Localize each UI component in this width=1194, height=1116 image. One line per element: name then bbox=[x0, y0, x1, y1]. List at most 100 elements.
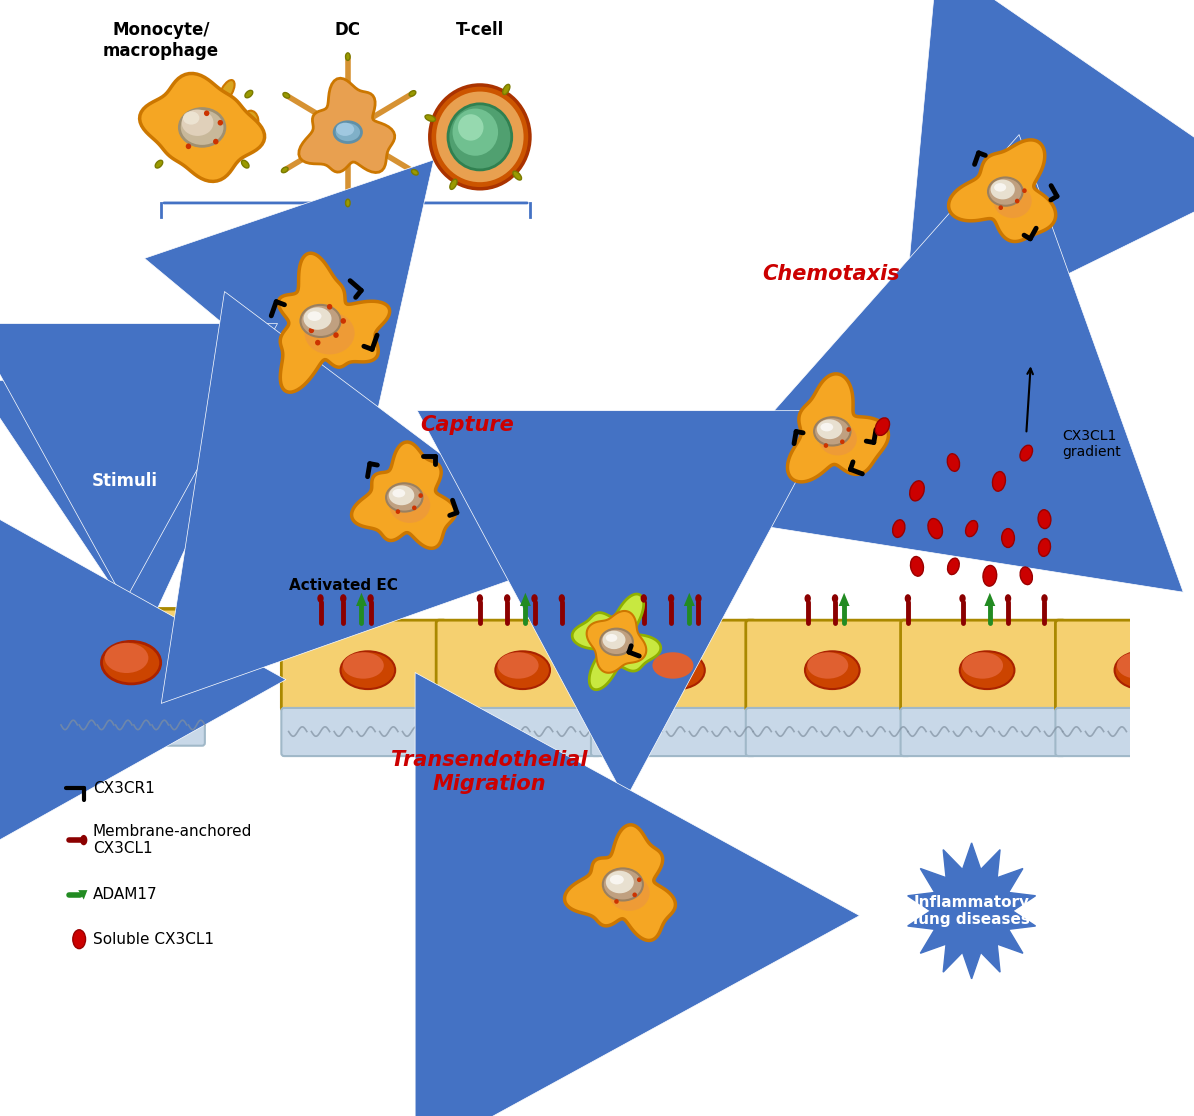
Ellipse shape bbox=[393, 489, 405, 498]
FancyBboxPatch shape bbox=[56, 609, 207, 708]
Ellipse shape bbox=[641, 594, 647, 603]
Circle shape bbox=[847, 427, 851, 432]
Ellipse shape bbox=[389, 487, 430, 523]
Ellipse shape bbox=[183, 112, 199, 125]
FancyBboxPatch shape bbox=[1055, 708, 1194, 756]
Ellipse shape bbox=[340, 652, 395, 689]
Ellipse shape bbox=[991, 180, 1015, 200]
Ellipse shape bbox=[605, 870, 634, 893]
Ellipse shape bbox=[601, 628, 633, 655]
Text: Capture: Capture bbox=[420, 415, 515, 435]
FancyBboxPatch shape bbox=[59, 704, 205, 745]
Ellipse shape bbox=[820, 423, 833, 432]
Ellipse shape bbox=[814, 417, 850, 445]
Circle shape bbox=[327, 304, 332, 309]
Circle shape bbox=[841, 440, 844, 444]
Ellipse shape bbox=[336, 123, 355, 136]
Polygon shape bbox=[984, 593, 996, 606]
Ellipse shape bbox=[605, 634, 617, 642]
Ellipse shape bbox=[1038, 510, 1051, 529]
Ellipse shape bbox=[345, 52, 350, 60]
FancyBboxPatch shape bbox=[900, 620, 1065, 711]
Ellipse shape bbox=[179, 108, 224, 146]
Ellipse shape bbox=[146, 106, 164, 121]
Circle shape bbox=[614, 899, 618, 904]
Ellipse shape bbox=[1020, 445, 1033, 461]
FancyBboxPatch shape bbox=[282, 620, 447, 711]
Ellipse shape bbox=[181, 109, 214, 136]
Ellipse shape bbox=[282, 167, 288, 173]
Ellipse shape bbox=[960, 652, 1015, 689]
Ellipse shape bbox=[73, 930, 86, 949]
Circle shape bbox=[829, 423, 832, 427]
Ellipse shape bbox=[340, 594, 346, 603]
Circle shape bbox=[453, 108, 498, 156]
Circle shape bbox=[618, 874, 623, 878]
Ellipse shape bbox=[959, 594, 966, 603]
Circle shape bbox=[395, 509, 400, 514]
Ellipse shape bbox=[807, 652, 848, 679]
Ellipse shape bbox=[559, 594, 565, 603]
Circle shape bbox=[309, 327, 314, 334]
Ellipse shape bbox=[1020, 567, 1033, 585]
Ellipse shape bbox=[245, 90, 253, 98]
Polygon shape bbox=[79, 891, 87, 899]
Ellipse shape bbox=[905, 594, 911, 603]
Text: Stimuli: Stimuli bbox=[92, 472, 158, 490]
Ellipse shape bbox=[503, 85, 510, 95]
Ellipse shape bbox=[80, 835, 87, 845]
Ellipse shape bbox=[805, 652, 860, 689]
Text: T-cell: T-cell bbox=[456, 21, 504, 39]
Polygon shape bbox=[356, 593, 367, 606]
Ellipse shape bbox=[496, 652, 550, 689]
Circle shape bbox=[998, 205, 1003, 210]
FancyBboxPatch shape bbox=[591, 620, 756, 711]
Circle shape bbox=[448, 104, 512, 170]
Ellipse shape bbox=[987, 177, 1022, 205]
Text: CX3CR1+
mononuclear
leukocyte: CX3CR1+ mononuclear leukocyte bbox=[239, 246, 350, 296]
Ellipse shape bbox=[241, 161, 250, 169]
Circle shape bbox=[340, 318, 346, 324]
Ellipse shape bbox=[962, 652, 1003, 679]
Ellipse shape bbox=[652, 652, 694, 679]
Circle shape bbox=[412, 506, 417, 510]
Circle shape bbox=[436, 92, 524, 182]
Ellipse shape bbox=[386, 483, 423, 511]
Polygon shape bbox=[907, 843, 1035, 979]
Circle shape bbox=[213, 138, 219, 144]
FancyBboxPatch shape bbox=[436, 708, 601, 756]
Ellipse shape bbox=[245, 110, 258, 129]
Ellipse shape bbox=[301, 305, 340, 337]
Ellipse shape bbox=[1041, 594, 1047, 603]
Ellipse shape bbox=[304, 312, 355, 355]
Text: Inflammatory
lung diseases: Inflammatory lung diseases bbox=[913, 895, 1030, 927]
Ellipse shape bbox=[308, 311, 321, 321]
Circle shape bbox=[400, 489, 405, 493]
Text: Membrane-anchored
CX3CL1: Membrane-anchored CX3CL1 bbox=[93, 824, 252, 856]
Text: CX3CL1
gradient: CX3CL1 gradient bbox=[1063, 429, 1121, 459]
Ellipse shape bbox=[817, 420, 842, 440]
Text: CX3CR1: CX3CR1 bbox=[93, 781, 154, 796]
Text: Transendothelial
Migration: Transendothelial Migration bbox=[390, 750, 587, 793]
Text: ADAM17: ADAM17 bbox=[93, 887, 158, 903]
Ellipse shape bbox=[389, 485, 414, 506]
Ellipse shape bbox=[1002, 529, 1015, 548]
Ellipse shape bbox=[911, 557, 923, 576]
Ellipse shape bbox=[609, 875, 650, 911]
Text: DC: DC bbox=[334, 21, 361, 39]
Text: Soluble CX3CL1: Soluble CX3CL1 bbox=[93, 932, 214, 946]
Circle shape bbox=[458, 114, 484, 141]
Circle shape bbox=[430, 85, 530, 189]
Ellipse shape bbox=[303, 307, 332, 329]
Ellipse shape bbox=[410, 90, 416, 96]
Polygon shape bbox=[519, 593, 531, 606]
Circle shape bbox=[217, 119, 223, 125]
Ellipse shape bbox=[819, 423, 857, 455]
Ellipse shape bbox=[476, 594, 484, 603]
Polygon shape bbox=[684, 593, 695, 606]
Polygon shape bbox=[140, 74, 265, 182]
Ellipse shape bbox=[948, 558, 959, 575]
Circle shape bbox=[633, 893, 636, 897]
Ellipse shape bbox=[695, 594, 702, 603]
Circle shape bbox=[186, 144, 191, 150]
